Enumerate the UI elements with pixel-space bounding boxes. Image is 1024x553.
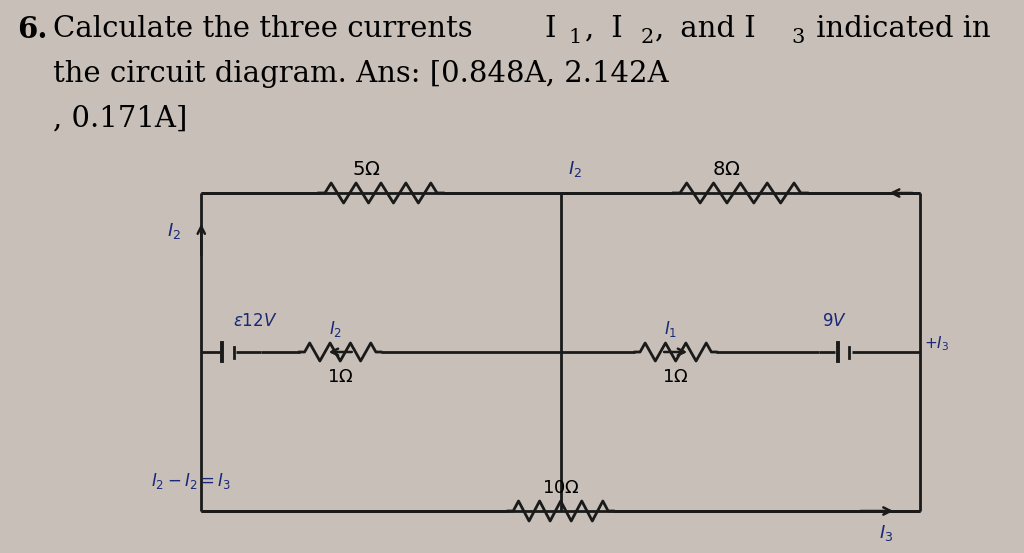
Text: and I: and I <box>671 15 756 43</box>
Text: 2: 2 <box>640 28 653 47</box>
Text: the circuit diagram. Ans: [0.848A, 2.142A: the circuit diagram. Ans: [0.848A, 2.142… <box>52 60 669 88</box>
Text: $\mathit{I}_2$: $\mathit{I}_2$ <box>568 159 583 179</box>
Text: 3: 3 <box>792 28 805 47</box>
Text: $5\Omega$: $5\Omega$ <box>352 160 381 179</box>
Text: $\mathit{I}_2$: $\mathit{I}_2$ <box>329 319 342 339</box>
Text: indicated in: indicated in <box>807 15 990 43</box>
Text: $8\Omega$: $8\Omega$ <box>712 160 740 179</box>
Text: $\mathit{I}_3$: $\mathit{I}_3$ <box>880 523 894 543</box>
Text: I: I <box>545 15 556 43</box>
Text: ,: , <box>585 15 594 43</box>
Text: , 0.171A]: , 0.171A] <box>52 105 187 133</box>
Text: $\mathit{I}_2$: $\mathit{I}_2$ <box>167 221 181 241</box>
Text: $10\Omega$: $10\Omega$ <box>542 479 580 497</box>
Text: 6.: 6. <box>17 15 48 44</box>
Text: ,: , <box>654 15 664 43</box>
Text: 1: 1 <box>568 28 582 47</box>
Text: $1\Omega$: $1\Omega$ <box>327 368 353 386</box>
Text: $I_2 - I_2 = I_3$: $I_2 - I_2 = I_3$ <box>152 471 231 491</box>
Text: $\mathit{+I}_3$: $\mathit{+I}_3$ <box>924 335 949 353</box>
Text: $9V$: $9V$ <box>822 312 847 330</box>
Text: Calculate the three currents: Calculate the three currents <box>52 15 481 43</box>
Text: $1\Omega$: $1\Omega$ <box>663 368 689 386</box>
Text: $\mathit{I}_1$: $\mathit{I}_1$ <box>665 319 678 339</box>
Text: $\varepsilon 12V$: $\varepsilon 12V$ <box>232 312 278 330</box>
Text: I: I <box>602 15 623 43</box>
